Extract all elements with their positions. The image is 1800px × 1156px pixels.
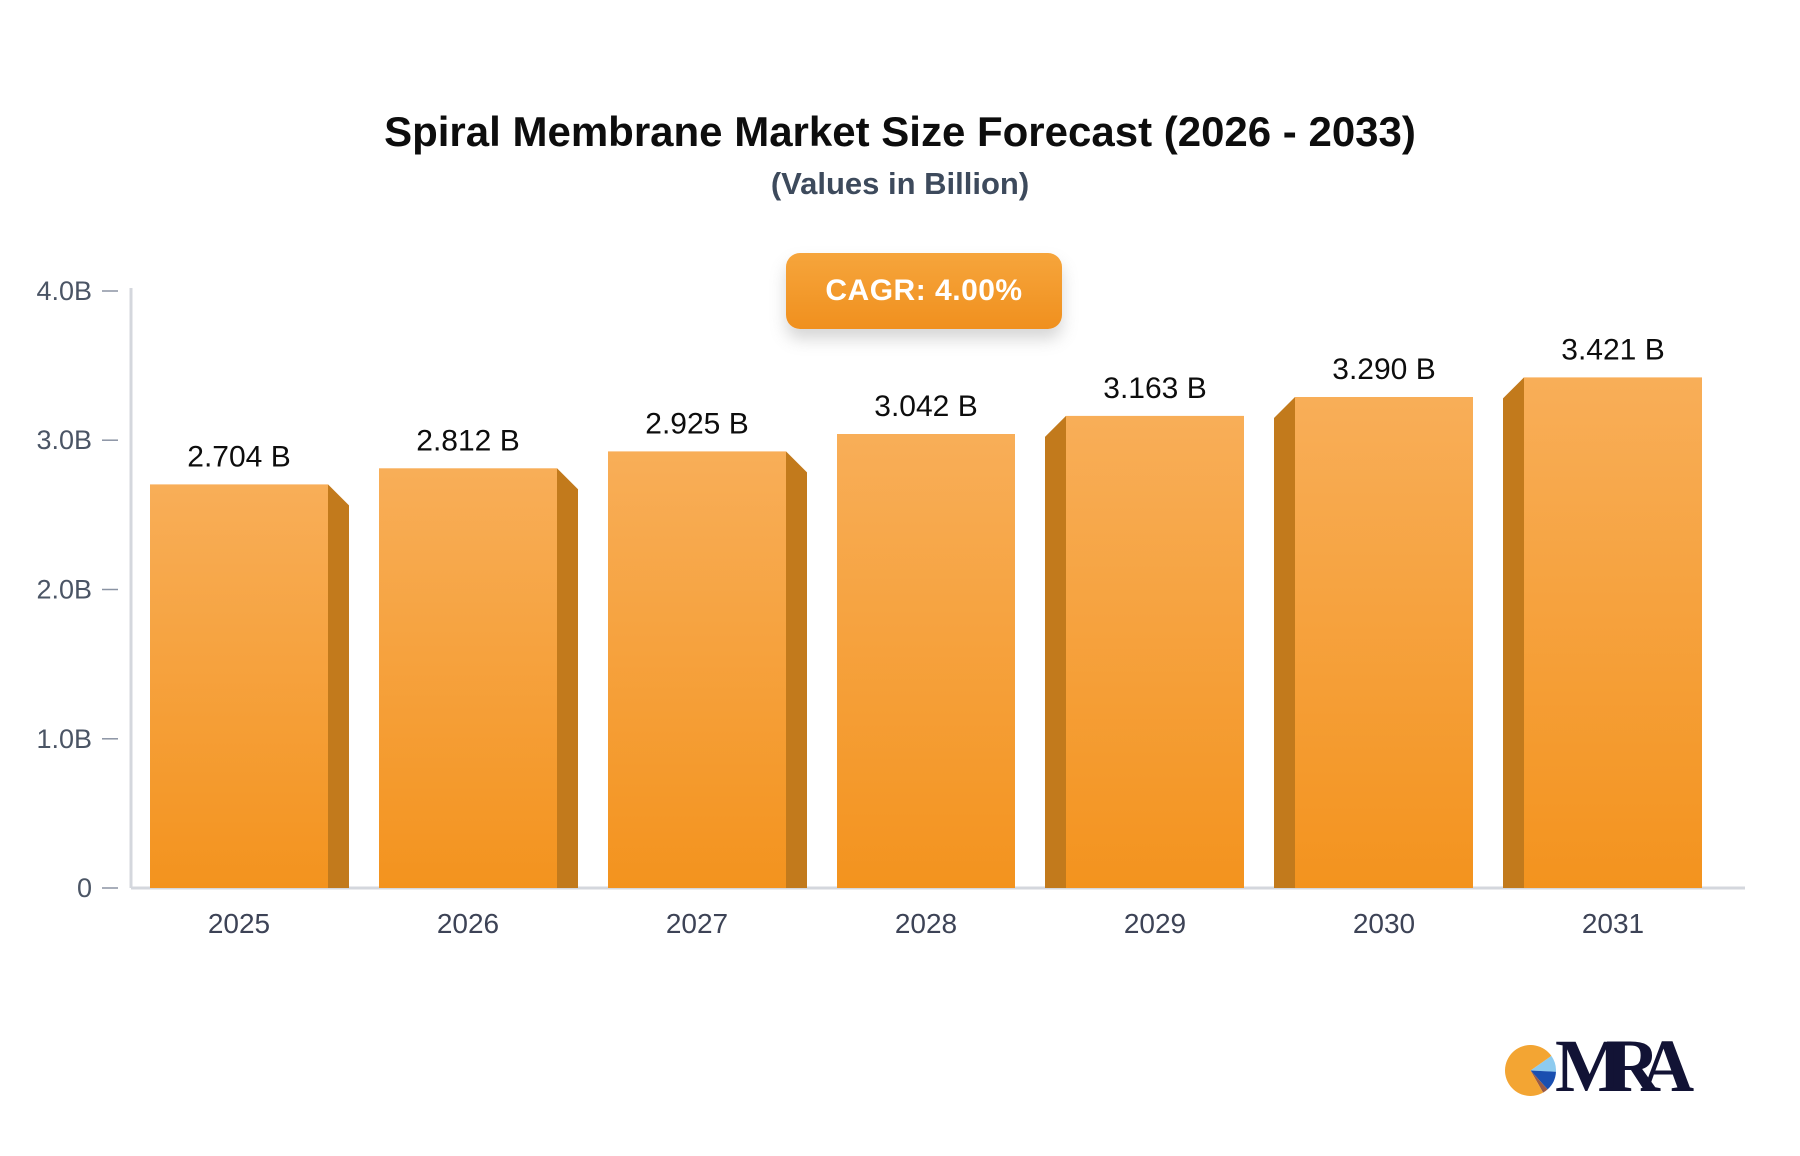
svg-text:2026: 2026 (437, 908, 499, 939)
svg-text:3.0B: 3.0B (36, 425, 92, 455)
svg-text:0: 0 (77, 873, 92, 903)
svg-text:2.812 B: 2.812 B (416, 424, 519, 457)
svg-text:2031: 2031 (1582, 908, 1644, 939)
svg-text:2027: 2027 (666, 908, 728, 939)
svg-text:4.0B: 4.0B (36, 276, 92, 306)
svg-text:2030: 2030 (1353, 908, 1415, 939)
svg-text:3.042 B: 3.042 B (874, 390, 977, 423)
svg-text:3.163 B: 3.163 B (1103, 372, 1206, 405)
svg-text:3.290 B: 3.290 B (1332, 353, 1435, 386)
svg-text:2.925 B: 2.925 B (645, 407, 748, 440)
svg-text:1.0B: 1.0B (36, 724, 92, 754)
svg-text:2028: 2028 (895, 908, 957, 939)
svg-text:2029: 2029 (1124, 908, 1186, 939)
svg-text:2025: 2025 (208, 908, 270, 939)
svg-text:3.421 B: 3.421 B (1561, 333, 1664, 366)
svg-text:2.0B: 2.0B (36, 575, 92, 605)
svg-text:2.704 B: 2.704 B (187, 440, 290, 473)
